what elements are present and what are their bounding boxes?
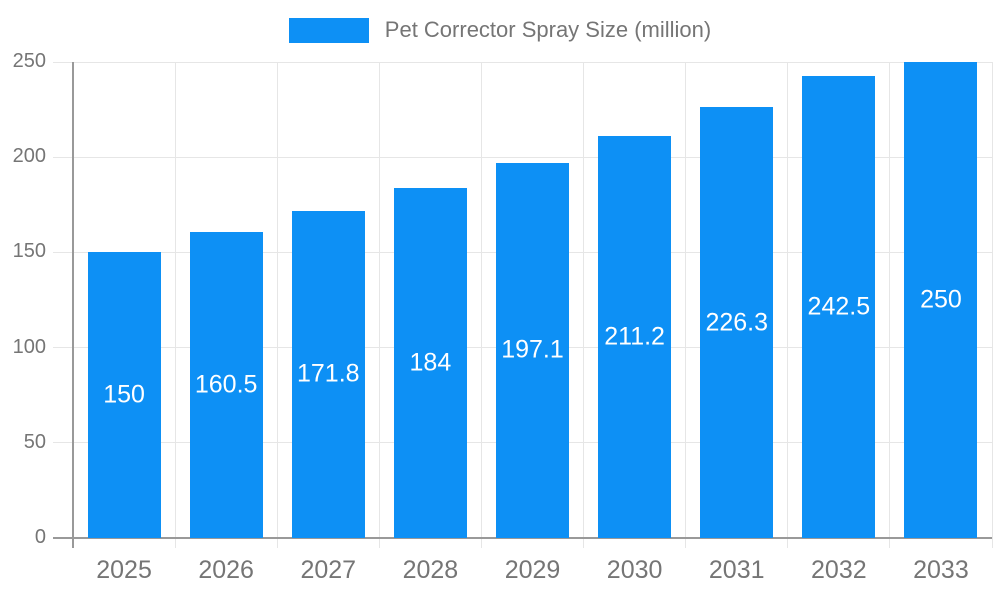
- bar[interactable]: [904, 62, 978, 538]
- bar[interactable]: [700, 107, 774, 538]
- gridline-vertical: [685, 62, 687, 548]
- x-axis-tick-label: 2029: [504, 556, 561, 584]
- gridline-vertical: [583, 62, 585, 548]
- x-axis-tick-label: 2028: [402, 556, 459, 584]
- chart-legend[interactable]: Pet Corrector Spray Size (million): [0, 17, 1000, 43]
- x-axis-tick-label: 2033: [913, 556, 969, 584]
- x-axis-tick-label: 2031: [708, 556, 765, 584]
- gridline-vertical: [889, 62, 891, 548]
- bar-value-label: 150: [103, 380, 145, 409]
- x-axis-tick-label: 2032: [811, 556, 867, 584]
- bar-value-label: 242.5: [807, 292, 871, 321]
- gridline-vertical: [276, 62, 278, 548]
- bar-value-label: 184: [409, 348, 452, 377]
- bar[interactable]: [393, 187, 467, 538]
- x-axis-tick-label: 2030: [606, 556, 663, 584]
- y-axis-tick-label: 200: [12, 145, 46, 168]
- y-axis-tick-label: 250: [12, 50, 46, 73]
- x-axis-tick-label: 2025: [96, 556, 152, 584]
- legend-swatch: [288, 17, 369, 43]
- bar-value-label: 250: [920, 285, 962, 314]
- legend-label: Pet Corrector Spray Size (million): [384, 17, 712, 42]
- x-axis-tick-label: 2027: [300, 556, 357, 584]
- gridline-horizontal: [53, 156, 992, 158]
- gridline-vertical: [787, 62, 789, 548]
- gridline-vertical: [480, 62, 482, 548]
- bar[interactable]: [291, 210, 365, 538]
- y-axis-line: [72, 62, 74, 548]
- bar[interactable]: [495, 162, 569, 538]
- bar[interactable]: [189, 232, 263, 538]
- gridline-vertical: [991, 62, 993, 548]
- gridline-vertical: [378, 62, 380, 548]
- bar-value-label: 226.3: [705, 308, 768, 337]
- bar[interactable]: [802, 76, 876, 538]
- y-axis-tick-label: 0: [34, 526, 46, 549]
- y-axis-tick-label: 100: [12, 335, 46, 358]
- y-axis-tick-label: 50: [23, 430, 46, 453]
- gridline-vertical: [174, 62, 176, 548]
- bar[interactable]: [87, 252, 161, 538]
- bar-value-label: 171.8: [296, 359, 360, 388]
- x-axis-line: [53, 537, 992, 539]
- bar[interactable]: [598, 135, 672, 538]
- bar-value-label: 197.1: [501, 335, 564, 364]
- bar-value-label: 211.2: [604, 322, 665, 351]
- gridline-horizontal: [53, 61, 992, 63]
- bar-value-label: 160.5: [194, 370, 258, 399]
- y-axis-tick-label: 150: [12, 240, 46, 263]
- x-axis-tick-label: 2026: [198, 556, 254, 584]
